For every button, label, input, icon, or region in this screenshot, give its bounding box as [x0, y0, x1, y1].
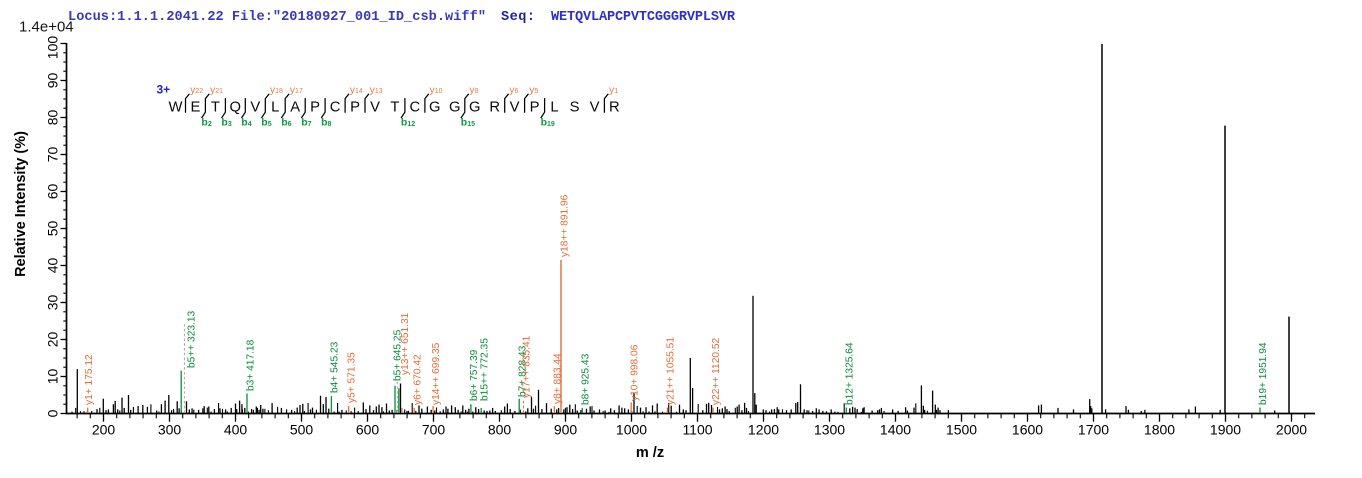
svg-text:y1+ 175.12: y1+ 175.12 [84, 354, 95, 405]
svg-text:y6: y6 [509, 84, 518, 96]
svg-text:200: 200 [92, 422, 116, 438]
svg-text:y10+ 998.06: y10+ 998.06 [629, 344, 640, 401]
svg-text:1700: 1700 [1078, 422, 1109, 438]
svg-text:b8+ 925.43: b8+ 925.43 [580, 353, 591, 405]
svg-text:b5++ 323.13: b5++ 323.13 [187, 310, 198, 368]
svg-text:W: W [169, 100, 183, 116]
svg-text:80: 80 [45, 110, 61, 126]
svg-text:700: 700 [422, 422, 446, 438]
svg-text:P: P [530, 100, 540, 116]
svg-text:b3: b3 [221, 117, 231, 129]
svg-text:V: V [370, 100, 380, 116]
svg-text:1400: 1400 [880, 422, 911, 438]
svg-text:1.4e+04: 1.4e+04 [19, 19, 74, 36]
svg-text:90: 90 [45, 73, 61, 89]
svg-text:800: 800 [488, 422, 512, 438]
svg-text:1800: 1800 [1144, 422, 1175, 438]
svg-text:y14++ 699.35: y14++ 699.35 [431, 342, 442, 405]
svg-text:P: P [350, 100, 360, 116]
svg-text:1000: 1000 [616, 422, 647, 438]
svg-text:2000: 2000 [1276, 422, 1307, 438]
svg-text:b5: b5 [261, 117, 271, 129]
svg-text:Relative Intensity (%): Relative Intensity (%) [13, 131, 29, 277]
svg-text:600: 600 [356, 422, 380, 438]
svg-text:1300: 1300 [814, 422, 845, 438]
svg-text:0: 0 [45, 409, 61, 417]
svg-text:y6+ 670.42: y6+ 670.42 [412, 354, 423, 405]
svg-text:70: 70 [45, 147, 61, 163]
svg-text:400: 400 [224, 422, 248, 438]
svg-text:y17++ 835.41: y17++ 835.41 [522, 335, 533, 398]
svg-text:R: R [609, 100, 620, 116]
svg-text:V: V [250, 100, 260, 116]
svg-text:b6: b6 [281, 117, 291, 129]
svg-text:WETQVLAPCPVTCGGGRVPLSVR: WETQVLAPCPVTCGGGRVPLSVR [551, 10, 736, 25]
svg-text:b6+ 757.39: b6+ 757.39 [469, 349, 480, 401]
svg-text:y5: y5 [529, 84, 538, 96]
svg-text:b8: b8 [321, 117, 331, 129]
svg-text:b7: b7 [301, 117, 311, 129]
svg-text:C: C [330, 100, 341, 116]
svg-text:y1: y1 [609, 84, 618, 96]
svg-text:50: 50 [45, 221, 61, 237]
svg-text:b19+ 1951.94: b19+ 1951.94 [1258, 342, 1269, 405]
svg-text:Q: Q [230, 100, 242, 116]
svg-text:L: L [550, 100, 558, 116]
svg-text:b3+ 417.18: b3+ 417.18 [245, 339, 256, 391]
svg-text:b4+ 545.23: b4+ 545.23 [330, 341, 341, 393]
svg-text:C: C [410, 100, 421, 116]
svg-text:b2: b2 [201, 117, 211, 129]
svg-text:E: E [190, 100, 200, 116]
svg-text:20: 20 [45, 332, 61, 348]
svg-text:V: V [590, 100, 600, 116]
svg-text:P: P [310, 100, 320, 116]
svg-text:60: 60 [45, 184, 61, 200]
svg-text:30: 30 [45, 295, 61, 311]
svg-text:S: S [570, 100, 580, 116]
svg-text:3+: 3+ [157, 83, 171, 97]
svg-text:900: 900 [554, 422, 578, 438]
svg-text:1100: 1100 [682, 422, 712, 438]
svg-text:m /z: m /z [636, 445, 664, 461]
svg-text:y13++ 651.31: y13++ 651.31 [400, 312, 411, 375]
svg-text:1600: 1600 [1012, 422, 1043, 438]
svg-text:y5+ 571.35: y5+ 571.35 [347, 352, 358, 403]
svg-text:T: T [211, 100, 220, 116]
svg-text:T: T [390, 100, 399, 116]
svg-text:b7+ 828.43: b7+ 828.43 [517, 345, 528, 397]
svg-text:G: G [449, 100, 461, 116]
svg-text:Seq:: Seq: [501, 10, 535, 25]
svg-text:300: 300 [158, 422, 182, 438]
svg-text:Locus:1.1.1.2041.22 File:"2018: Locus:1.1.1.2041.22 File:"20180927_001_I… [68, 10, 486, 25]
svg-text:b15++ 772.35: b15++ 772.35 [479, 338, 490, 401]
svg-text:y8: y8 [469, 84, 478, 96]
svg-text:V: V [510, 100, 520, 116]
svg-text:500: 500 [290, 422, 314, 438]
svg-text:y21++ 1055.51: y21++ 1055.51 [666, 337, 677, 405]
svg-text:y18++ 891.96: y18++ 891.96 [559, 194, 570, 257]
svg-text:A: A [290, 100, 300, 116]
svg-text:y8+ 883.44: y8+ 883.44 [553, 353, 564, 404]
svg-text:b5+ 645.25: b5+ 645.25 [393, 329, 404, 381]
svg-text:1900: 1900 [1210, 422, 1241, 438]
svg-text:100: 100 [45, 36, 61, 60]
svg-text:b4: b4 [241, 117, 251, 129]
svg-text:1200: 1200 [748, 422, 779, 438]
svg-text:40: 40 [45, 258, 61, 274]
svg-text:10: 10 [45, 369, 61, 385]
svg-text:R: R [489, 100, 500, 116]
svg-text:L: L [271, 100, 279, 116]
svg-text:b12+ 1325.64: b12+ 1325.64 [844, 342, 855, 405]
svg-text:G: G [469, 100, 481, 116]
svg-text:1500: 1500 [946, 422, 977, 438]
svg-text:y22++ 1120.52: y22++ 1120.52 [711, 337, 722, 405]
svg-text:G: G [429, 100, 441, 116]
